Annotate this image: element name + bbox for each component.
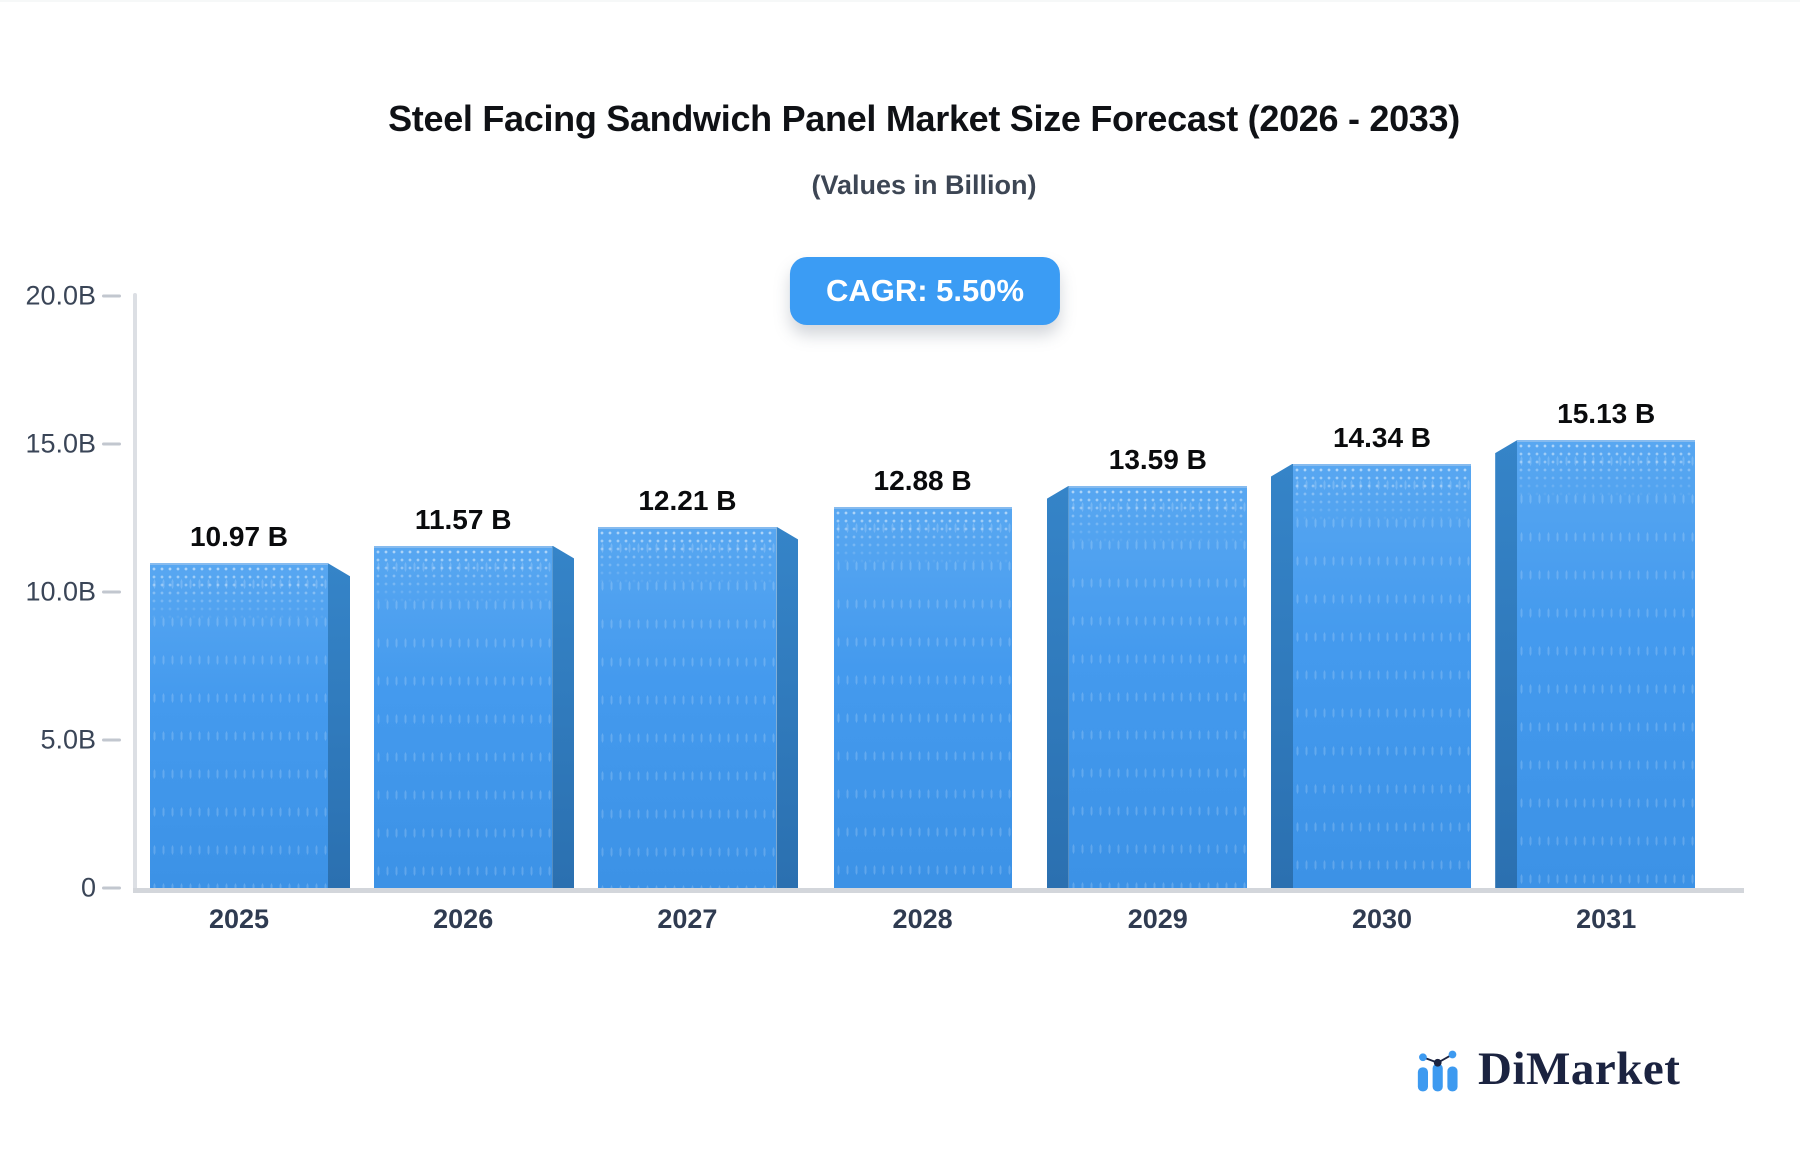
bar-3d-side [552, 545, 575, 888]
bar-face [1293, 463, 1471, 889]
chart-title: Steel Facing Sandwich Panel Market Size … [388, 98, 1460, 139]
bar-face [598, 526, 777, 889]
bar-face [1068, 485, 1247, 889]
bar-3d-side [328, 563, 350, 888]
y-tick-mark [102, 738, 121, 742]
bar-3d-side [1495, 440, 1518, 888]
mini-bar-line-chart-icon [1417, 1050, 1458, 1092]
y-tick-label: 15.0B [25, 428, 96, 459]
bar-2029: 13.59 B 2029 [1046, 444, 1247, 934]
bar-face [150, 563, 328, 888]
y-tick-mark [102, 294, 121, 298]
y-tick-label: 10.0B [25, 576, 96, 607]
bar-2025: 10.97 B 2025 [150, 521, 350, 934]
bar-face [833, 506, 1012, 889]
y-axis-line [133, 293, 137, 890]
y-tick-mark [102, 442, 121, 446]
y-tick-label: 20.0B [25, 280, 96, 311]
bar-value-label: 13.59 B [1108, 443, 1207, 475]
bar-3d-side [1271, 463, 1293, 888]
bar-2028: 12.88 B 2028 [823, 465, 1023, 934]
y-tick-label: 0 [80, 872, 96, 903]
bar-value-label: 15.13 B [1557, 398, 1656, 430]
bar-value-label: 12.21 B [638, 484, 737, 516]
y-tick-mark [102, 886, 121, 890]
brand-logo: DiMarket [1416, 1046, 1680, 1096]
bar-3d-side [776, 526, 799, 888]
bar-2031: 15.13 B 2031 [1495, 398, 1696, 934]
bar-value-label: 12.88 B [873, 464, 972, 496]
x-axis-label: 2025 [208, 904, 270, 934]
x-axis-baseline [133, 888, 1744, 893]
x-axis-label: 2030 [1351, 904, 1413, 934]
bar-2030: 14.34 B 2030 [1271, 422, 1471, 934]
bar-value-label: 11.57 B [414, 503, 512, 535]
bar-value-label: 14.34 B [1332, 421, 1432, 453]
x-axis-label: 2028 [892, 904, 953, 934]
x-axis-label: 2027 [657, 904, 718, 934]
bar-2026: 11.57 B 2026 [374, 504, 575, 934]
bar-face [1517, 440, 1696, 888]
brand-name: DiMarket [1478, 1043, 1681, 1095]
bar-3d-side [1046, 485, 1069, 888]
chart-subtitle: (Values in Billion) [811, 170, 1037, 200]
bar-value-label: 10.97 B [189, 521, 289, 553]
x-axis-label: 2029 [1127, 904, 1188, 934]
x-axis-label: 2031 [1576, 904, 1637, 934]
bar-face [374, 545, 553, 889]
x-axis-label: 2026 [433, 904, 494, 934]
cagr-badge: CAGR: 5.50% [789, 257, 1061, 325]
y-tick-label: 5.0B [40, 724, 96, 755]
bar-2027: 12.21 B 2027 [598, 485, 799, 934]
y-tick-mark [102, 590, 121, 594]
